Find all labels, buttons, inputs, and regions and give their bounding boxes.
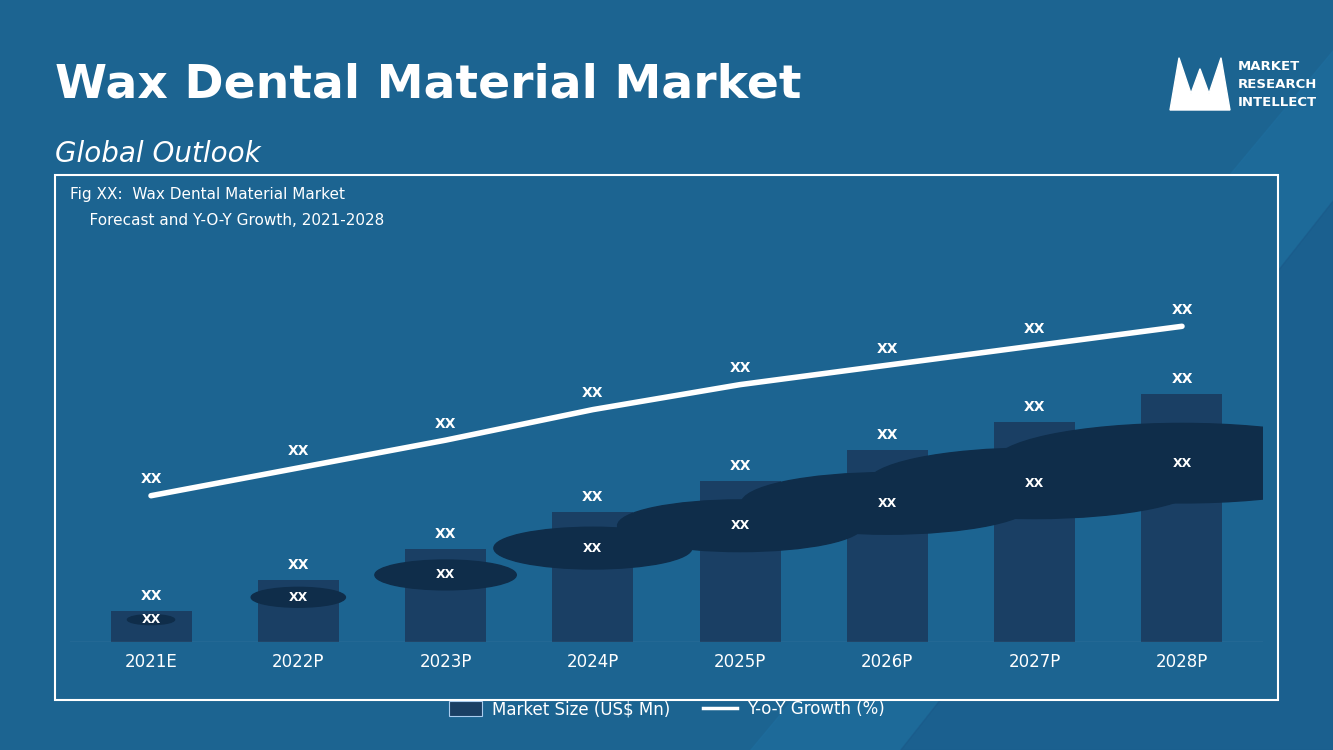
Bar (257, 580, 339, 642)
Text: XX: XX (1172, 303, 1193, 316)
Text: XX: XX (729, 361, 750, 375)
Circle shape (868, 448, 1202, 518)
Bar (552, 512, 633, 642)
Text: XX: XX (289, 591, 308, 604)
Text: Global Outlook: Global Outlook (55, 140, 261, 168)
Bar (55, 175, 1278, 700)
Bar (994, 422, 1076, 642)
Text: XX: XX (1025, 477, 1044, 490)
Text: Wax Dental Material Market: Wax Dental Material Market (55, 62, 801, 107)
Bar (846, 449, 928, 642)
Circle shape (375, 560, 516, 590)
Text: XX: XX (435, 416, 456, 430)
Text: XX: XX (436, 568, 455, 581)
Text: XX: XX (583, 490, 604, 504)
Text: XX: XX (140, 472, 161, 486)
Bar (1141, 394, 1222, 642)
Bar (405, 549, 487, 642)
Polygon shape (1170, 58, 1230, 110)
Bar (700, 481, 781, 642)
Text: XX: XX (877, 427, 898, 442)
Bar (111, 611, 192, 642)
Circle shape (251, 587, 345, 608)
Circle shape (128, 615, 175, 625)
Text: XX: XX (1024, 322, 1045, 336)
Text: XX: XX (583, 386, 604, 400)
Legend: Market Size (US$ Mn), Y-o-Y Growth (%): Market Size (US$ Mn), Y-o-Y Growth (%) (448, 700, 885, 718)
Circle shape (741, 472, 1033, 534)
Text: XX: XX (877, 341, 898, 356)
Circle shape (617, 500, 862, 551)
Text: Fig XX:  Wax Dental Material Market: Fig XX: Wax Dental Material Market (71, 187, 345, 202)
Circle shape (495, 527, 692, 569)
Text: XX: XX (1024, 400, 1045, 414)
Text: XX: XX (878, 497, 897, 510)
Text: XX: XX (584, 542, 603, 554)
Text: XX: XX (729, 459, 750, 472)
Text: XX: XX (1172, 372, 1193, 386)
Text: XX: XX (288, 444, 309, 458)
Text: XX: XX (141, 614, 161, 626)
Circle shape (993, 424, 1333, 503)
Text: XX: XX (288, 558, 309, 572)
Polygon shape (900, 200, 1333, 750)
Text: XX: XX (140, 590, 161, 603)
Text: XX: XX (435, 527, 456, 542)
Text: MARKET
RESEARCH
INTELLECT: MARKET RESEARCH INTELLECT (1238, 60, 1317, 109)
Text: XX: XX (730, 519, 749, 532)
Text: XX: XX (1172, 457, 1192, 470)
Polygon shape (750, 50, 1333, 750)
Text: Forecast and Y-O-Y Growth, 2021-2028: Forecast and Y-O-Y Growth, 2021-2028 (71, 213, 384, 228)
